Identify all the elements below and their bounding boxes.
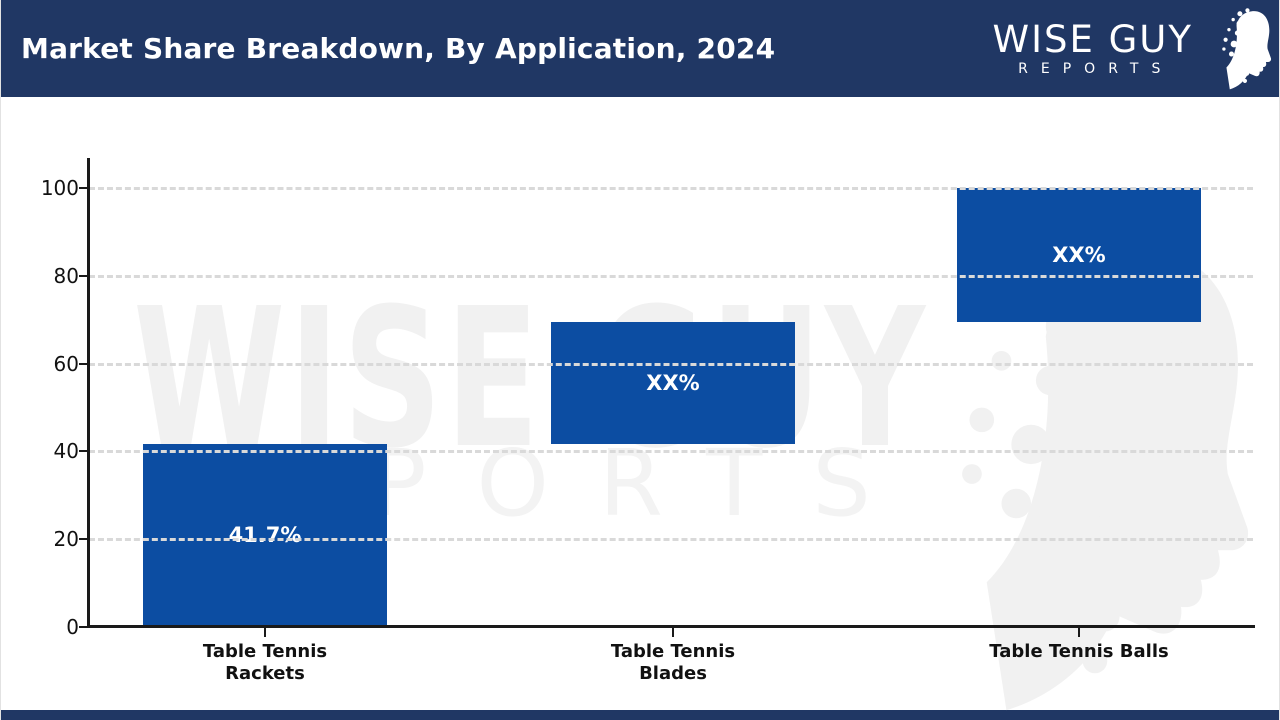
y-axis-tick-label: 0 [66,615,79,639]
gridline [89,538,1253,542]
x-axis-tick-mark [1078,628,1080,637]
wiseguy-head-icon [1222,7,1272,89]
x-category-label: Table Tennis Blades [503,641,843,685]
y-axis-tick-label: 80 [53,263,79,288]
bar-value-label: 41.7% [228,523,302,548]
y-axis-tick-label: 60 [53,351,79,376]
x-category-label-line: Table Tennis Balls [989,641,1169,662]
x-axis-tick-mark [264,628,266,637]
y-axis-tick-mark [79,362,88,365]
gridline [89,187,1253,190]
y-axis-tick-mark [79,274,88,277]
wiseguy-logo-subtitle: REPORTS [1018,60,1174,77]
chart-title: Market Share Breakdown, By Application, … [21,32,776,65]
x-category-label-line: Blades [639,663,707,684]
gridline [89,274,1253,278]
x-category-label-line: Table Tennis [610,641,736,662]
y-axis-tick-label: 20 [53,527,79,552]
y-axis-tick-mark [79,450,88,453]
x-category-label-line: Table Tennis [202,641,328,662]
x-category-label: Table Tennis Balls [909,641,1249,663]
bar-segment: XX% [551,321,795,444]
bar-value-label: XX% [1052,242,1106,267]
x-category-label-line: Rackets [225,663,305,684]
bar-value-label: XX% [646,370,700,395]
bar-segment: XX% [957,188,1201,322]
y-axis-tick-mark [79,187,88,189]
plot-area: 0 20 40 60 80 100 41.7% XX% XX% Table Tennis Racke… [1,97,1279,710]
y-axis-tick-label: 40 [53,439,79,464]
y-axis-tick-mark [79,626,88,628]
wiseguy-logo-text: WISE GUY REPORTS [992,17,1193,78]
bar-segment: 41.7% [143,443,387,627]
x-category-label: Table Tennis Rackets [95,641,435,685]
header-band: Market Share Breakdown, By Application, … [1,0,1279,97]
y-axis-tick-label: 100 [40,176,79,200]
x-axis-tick-mark [672,628,674,637]
y-axis-spine [87,158,90,628]
gridline [89,362,1253,366]
wiseguy-logo: WISE GUY REPORTS [992,7,1279,91]
wiseguy-logo-wordmark: WISE GUY [992,17,1193,61]
gridline [89,450,1253,454]
footer-band [1,710,1279,720]
y-axis-tick-mark [79,538,88,541]
x-axis-spine [87,625,1255,628]
